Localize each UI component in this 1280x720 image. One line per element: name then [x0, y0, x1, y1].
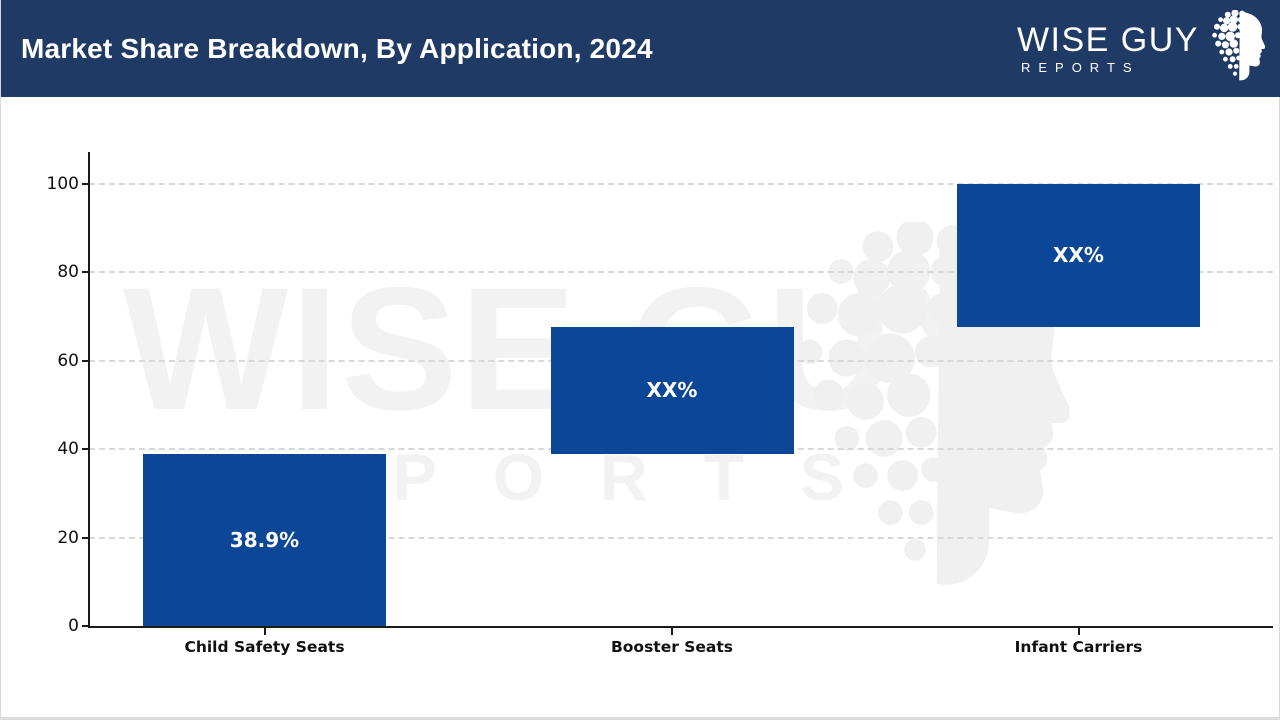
y-tick-mark [82, 625, 89, 627]
bar-value-label: XX% [646, 378, 698, 403]
category-label-infant-carriers: Infant Carriers [1014, 638, 1143, 656]
bar-infant-carriers: XX% [957, 184, 1200, 327]
logo-wordmark-line2: REPORTS [1020, 60, 1140, 75]
x-tick-mark [263, 628, 266, 635]
y-axis [88, 152, 90, 628]
bar-value-label: 38.9% [229, 528, 300, 553]
gridline-100 [89, 183, 1273, 185]
y-tick-mark [82, 536, 89, 539]
gridline-20 [89, 536, 1273, 539]
header: Market Share Breakdown, By Application, … [1, 0, 1280, 97]
y-tick-label: 60 [57, 350, 79, 371]
bar-child-safety-seats: 38.9% [143, 454, 386, 626]
logo-wordmark: WISE GUY REPORTS [1017, 22, 1199, 75]
category-label-child-safety-seats: Child Safety Seats [184, 638, 345, 656]
logo-wordmark-line1: WISE GUY [1016, 21, 1199, 59]
y-tick-label: 0 [68, 616, 79, 636]
y-tick-label: 100 [46, 174, 79, 194]
bar-booster-seats: XX% [550, 326, 794, 455]
gridline-80 [89, 271, 1273, 274]
y-tick-label: 40 [57, 439, 79, 460]
page-title: Market Share Breakdown, By Application, … [21, 32, 653, 64]
y-tick-mark [82, 271, 89, 274]
y-tick-mark [82, 448, 89, 451]
category-label-booster-seats: Booster Seats [610, 638, 734, 656]
x-axis [89, 626, 1273, 628]
y-tick-label: 20 [57, 527, 79, 548]
y-tick-mark [82, 183, 89, 185]
y-tick-mark [82, 359, 89, 362]
bar-value-label: XX% [1053, 243, 1104, 268]
x-tick-mark [1077, 628, 1080, 635]
wiseguy-logo: WISE GUY REPORTS [1017, 10, 1267, 88]
x-tick-mark [671, 628, 673, 635]
y-tick-label: 80 [57, 262, 79, 283]
